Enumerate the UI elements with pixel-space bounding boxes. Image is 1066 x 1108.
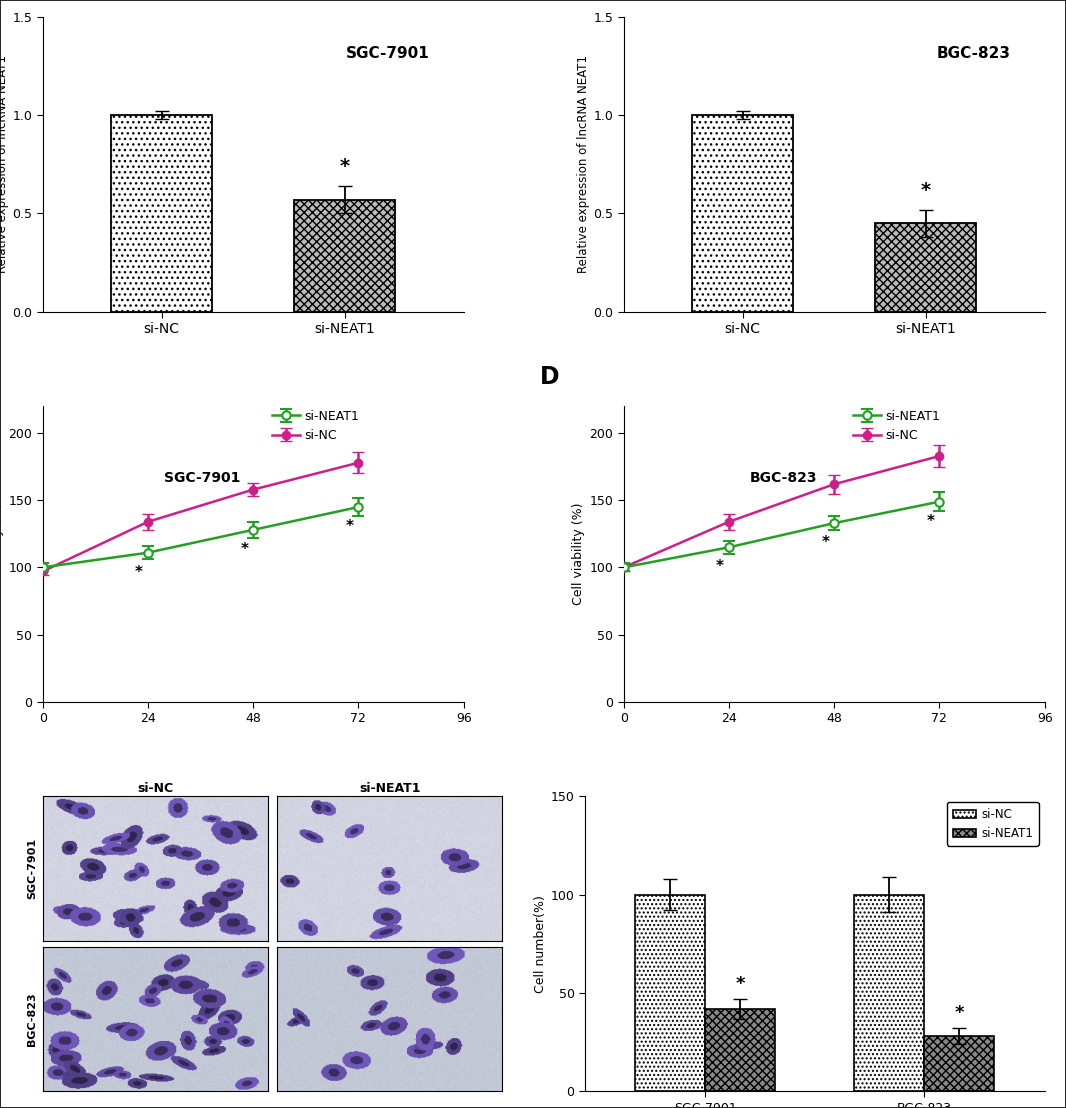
Bar — [294, 199, 395, 311]
Bar — [854, 894, 924, 1091]
Text: *: * — [822, 535, 829, 551]
Bar — [692, 115, 793, 311]
Y-axis label: Cell number(%): Cell number(%) — [534, 895, 547, 993]
Bar — [635, 894, 706, 1091]
Y-axis label: Cell viability (%): Cell viability (%) — [0, 503, 4, 605]
Text: BGC-823: BGC-823 — [937, 47, 1011, 61]
Text: D: D — [539, 365, 559, 389]
Text: SGC-7901: SGC-7901 — [164, 471, 241, 485]
Legend: si-NC, si-NEAT1: si-NC, si-NEAT1 — [947, 802, 1038, 845]
Text: *: * — [736, 975, 745, 993]
Text: *: * — [240, 542, 248, 557]
Y-axis label: Cell viability (%): Cell viability (%) — [572, 503, 585, 605]
Y-axis label: SGC-7901: SGC-7901 — [27, 838, 37, 899]
Text: *: * — [345, 520, 354, 534]
Text: *: * — [921, 181, 931, 199]
Y-axis label: BGC-823: BGC-823 — [27, 992, 37, 1046]
Text: *: * — [340, 157, 350, 176]
Title: si-NEAT1: si-NEAT1 — [359, 782, 420, 794]
Text: *: * — [135, 565, 143, 579]
Bar — [924, 1036, 995, 1091]
Bar — [111, 115, 212, 311]
Text: *: * — [926, 514, 935, 529]
Bar — [875, 224, 976, 311]
Y-axis label: Relative expression of lncRNA NEAT1: Relative expression of lncRNA NEAT1 — [0, 55, 10, 274]
Text: *: * — [716, 560, 724, 574]
Legend: si-NEAT1, si-NC: si-NEAT1, si-NC — [853, 410, 940, 442]
Legend: si-NEAT1, si-NC: si-NEAT1, si-NC — [272, 410, 359, 442]
Title: si-NC: si-NC — [138, 782, 174, 794]
Text: *: * — [954, 1005, 964, 1023]
Text: SGC-7901: SGC-7901 — [346, 47, 430, 61]
Bar — [706, 1008, 775, 1091]
Y-axis label: Relative expression of lncRNA NEAT1: Relative expression of lncRNA NEAT1 — [578, 55, 591, 274]
Text: BGC-823: BGC-823 — [749, 471, 818, 485]
